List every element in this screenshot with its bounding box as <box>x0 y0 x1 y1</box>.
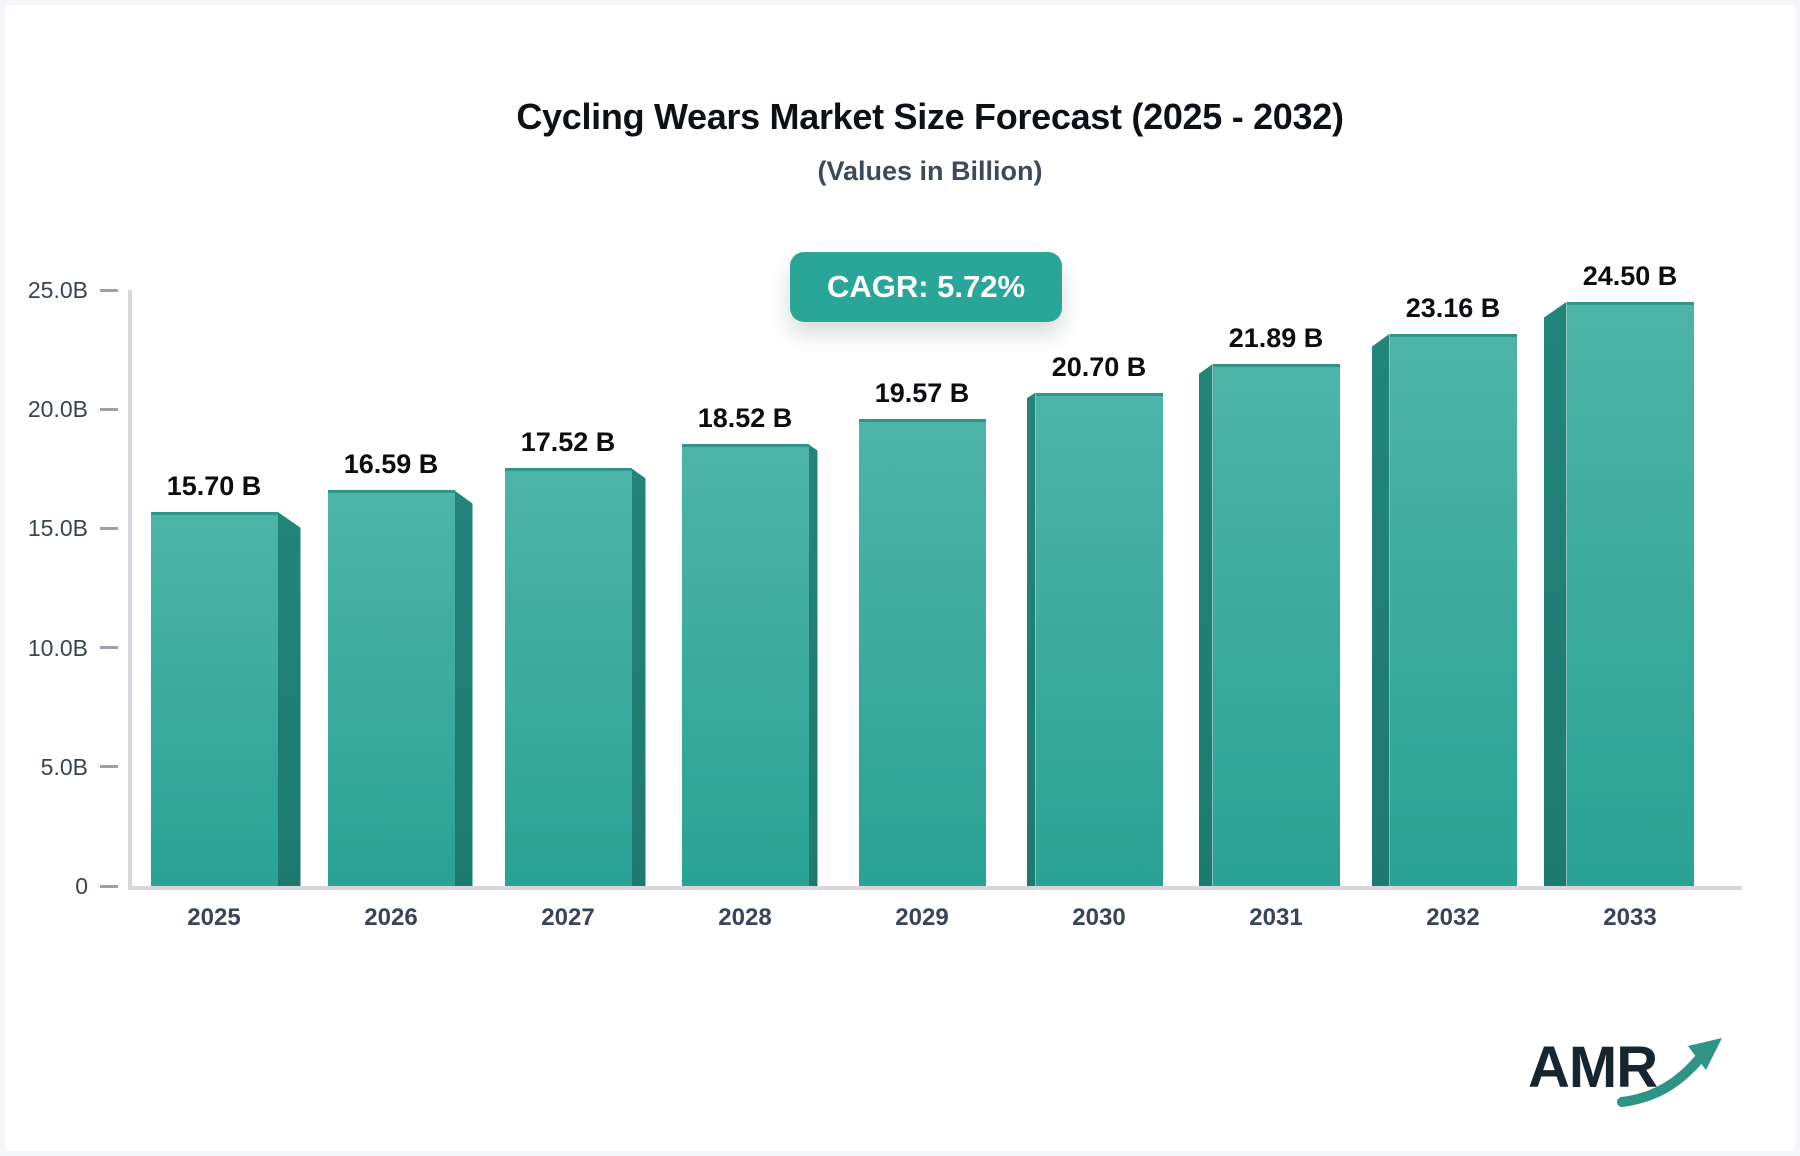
y-axis-tick <box>100 407 118 411</box>
bar-2029: 19.57 B 2029 <box>858 0 986 1156</box>
bar-value-label: 21.89 B <box>1228 323 1324 354</box>
bar-front-face <box>150 511 278 886</box>
bar-front-face <box>1212 364 1340 886</box>
y-axis-tick-label: 5.0B <box>40 753 88 780</box>
y-axis-tick-label: 20.0B <box>27 396 88 423</box>
x-axis-label: 2026 <box>364 904 418 931</box>
bar-3d-side-face <box>808 444 818 886</box>
bar-2028: 18.52 B 2028 <box>681 0 818 1156</box>
bar-front-face <box>504 468 632 886</box>
bar-value-label: 16.59 B <box>343 449 439 480</box>
bar-front-face <box>858 419 986 886</box>
bar-value-label: 15.70 B <box>166 470 262 501</box>
bar-front-face <box>1389 333 1517 886</box>
x-axis-label: 2030 <box>1072 904 1126 931</box>
y-axis-tick <box>100 884 118 888</box>
x-axis-label: 2032 <box>1426 904 1480 931</box>
y-axis-line <box>128 290 132 886</box>
bar-front-face <box>1035 392 1163 886</box>
x-axis-line <box>128 886 1742 890</box>
y-axis-tick <box>100 526 118 530</box>
x-axis-label: 2033 <box>1603 904 1657 931</box>
x-axis-label: 2027 <box>541 904 595 931</box>
x-axis-label: 2028 <box>718 904 772 931</box>
bar-value-label: 20.70 B <box>1051 351 1147 382</box>
y-axis-tick <box>100 765 118 769</box>
chart-header: Cycling Wears Market Size Forecast (2025… <box>60 0 1800 187</box>
bar-value-label: 18.52 B <box>697 403 793 434</box>
bar-value-label: 17.52 B <box>520 427 616 458</box>
bar-3d-side-face <box>1543 301 1567 886</box>
bar-front-face <box>681 444 809 886</box>
bar-value-label: 23.16 B <box>1405 292 1501 323</box>
bar-3d-side-face <box>631 468 646 886</box>
bar-front-face <box>327 490 455 886</box>
bar-2032: 23.16 B 2032 <box>1371 0 1517 1156</box>
bar-2026: 16.59 B 2026 <box>327 0 473 1156</box>
x-axis-label: 2031 <box>1249 904 1303 931</box>
bar-2030: 20.70 B 2030 <box>1026 0 1163 1156</box>
bar-front-face <box>1566 301 1694 886</box>
y-axis-tick-label: 10.0B <box>27 634 88 661</box>
y-axis-tick <box>100 646 118 650</box>
x-axis-label: 2029 <box>895 904 949 931</box>
bar-3d-side-face <box>454 490 473 886</box>
bar-3d-side-face <box>277 511 301 886</box>
y-axis-tick-label: 0 <box>75 873 88 899</box>
bar-2025: 15.70 B 2025 <box>150 0 301 1156</box>
bar-value-label: 19.57 B <box>874 378 970 409</box>
x-axis-label: 2025 <box>187 904 241 931</box>
y-axis-tick-label: 25.0B <box>27 277 88 303</box>
cagr-badge: CAGR: 5.72% <box>790 252 1062 322</box>
chart-subtitle: (Values in Billion) <box>817 156 1043 186</box>
bar-value-label: 24.50 B <box>1582 260 1678 291</box>
bar-2033: 24.50 B 2033 <box>1543 0 1694 1156</box>
bar-2031: 21.89 B 2031 <box>1198 0 1340 1156</box>
bar-3d-side-face <box>1198 364 1213 886</box>
amr-logo-text: AMR <box>1528 1035 1658 1100</box>
chart-title: Cycling Wears Market Size Forecast (2025… <box>516 96 1344 137</box>
amr-logo-arrow-icon <box>1617 1038 1722 1107</box>
bar-3d-side-face <box>1371 333 1390 886</box>
cagr-badge-label: CAGR: 5.72% <box>826 269 1026 304</box>
bar-2027: 17.52 B 2027 <box>504 0 646 1156</box>
y-axis-tick-label: 15.0B <box>27 515 88 542</box>
amr-logo: AMR <box>1528 1028 1768 1118</box>
bar-3d-side-face <box>1026 392 1036 886</box>
y-axis-tick <box>100 288 118 292</box>
